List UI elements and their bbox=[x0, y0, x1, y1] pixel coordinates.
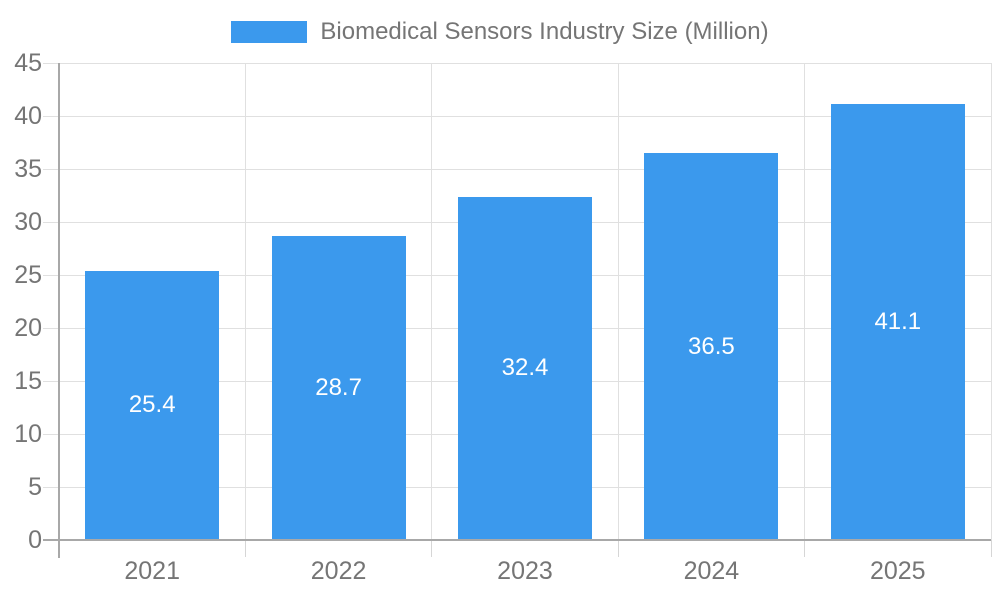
gridline-x-5 bbox=[990, 63, 992, 540]
y-tick-label-35: 35 bbox=[14, 155, 42, 183]
x-tick-mark-4 bbox=[804, 540, 806, 557]
y-tick-label-10: 10 bbox=[14, 420, 42, 448]
x-tick-label-2021: 2021 bbox=[124, 557, 180, 585]
x-axis-line bbox=[43, 539, 991, 541]
x-tick-mark-2 bbox=[431, 540, 433, 557]
y-tick-label-30: 30 bbox=[14, 208, 42, 236]
gridline-y-40 bbox=[43, 115, 991, 117]
y-tick-label-20: 20 bbox=[14, 314, 42, 342]
legend-swatch[interactable] bbox=[231, 21, 308, 43]
x-tick-mark-1 bbox=[244, 540, 246, 557]
bar-2025[interactable]: 41.1 bbox=[830, 104, 965, 540]
y-tick-label-45: 45 bbox=[14, 49, 42, 77]
y-tick-label-15: 15 bbox=[14, 367, 42, 395]
x-tick-mark-5 bbox=[990, 540, 992, 557]
plot-area: 25.4 28.7 32.4 36.5 41.1 bbox=[43, 62, 992, 558]
bar-2022[interactable]: 28.7 bbox=[271, 235, 406, 540]
gridline-y-45 bbox=[43, 62, 991, 64]
x-tick-mark-3 bbox=[617, 540, 619, 557]
gridline-x-2 bbox=[431, 63, 433, 540]
gridline-x-1 bbox=[244, 63, 246, 540]
bar-value-label-2023: 32.4 bbox=[501, 354, 549, 382]
y-tick-label-25: 25 bbox=[14, 261, 42, 289]
y-axis-line bbox=[58, 63, 60, 558]
bar-value-label-2022: 28.7 bbox=[315, 373, 362, 401]
bar-value-label-2024: 36.5 bbox=[688, 332, 735, 360]
legend-label: Biomedical Sensors Industry Size (Millio… bbox=[320, 18, 769, 45]
x-tick-label-2024: 2024 bbox=[683, 557, 740, 585]
bar-2023[interactable]: 32.4 bbox=[458, 196, 592, 540]
x-tick-label-2022: 2022 bbox=[310, 557, 367, 585]
x-tick-label-2023: 2023 bbox=[497, 557, 553, 585]
bar-2021[interactable]: 25.4 bbox=[85, 270, 220, 540]
gridline-x-4 bbox=[804, 63, 806, 540]
bar-value-label-2021: 25.4 bbox=[128, 391, 176, 419]
gridline-x-3 bbox=[617, 63, 619, 540]
y-tick-label-40: 40 bbox=[14, 102, 42, 130]
x-tick-label-2025: 2025 bbox=[869, 557, 926, 585]
y-tick-label-0: 0 bbox=[28, 526, 42, 554]
bar-value-label-2025: 41.1 bbox=[874, 308, 922, 336]
legend[interactable]: Biomedical Sensors Industry Size (Millio… bbox=[0, 18, 1000, 45]
gridline-y-35 bbox=[43, 168, 991, 170]
bar-2024[interactable]: 36.5 bbox=[644, 153, 779, 540]
y-tick-label-5: 5 bbox=[28, 473, 42, 501]
